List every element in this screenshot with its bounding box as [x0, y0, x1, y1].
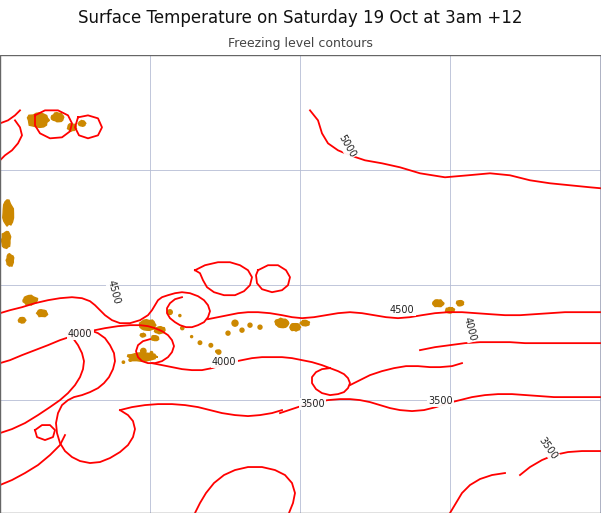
Polygon shape — [28, 113, 49, 127]
Text: 4000: 4000 — [212, 357, 237, 367]
Text: 4000: 4000 — [462, 316, 478, 342]
Polygon shape — [1, 231, 11, 248]
Polygon shape — [78, 121, 86, 126]
Circle shape — [168, 310, 172, 314]
Polygon shape — [3, 200, 13, 226]
Polygon shape — [127, 353, 157, 361]
Polygon shape — [23, 295, 37, 305]
Polygon shape — [6, 254, 14, 266]
Polygon shape — [290, 324, 300, 331]
Polygon shape — [139, 320, 156, 330]
Polygon shape — [445, 307, 454, 313]
Text: Freezing level contours: Freezing level contours — [228, 37, 373, 50]
Text: 3500: 3500 — [537, 435, 560, 461]
Circle shape — [181, 326, 184, 330]
Polygon shape — [154, 327, 165, 334]
Polygon shape — [275, 318, 289, 328]
Circle shape — [216, 350, 218, 352]
Circle shape — [216, 350, 221, 354]
Circle shape — [150, 351, 153, 354]
Circle shape — [240, 328, 244, 332]
Circle shape — [122, 361, 124, 363]
Polygon shape — [300, 321, 310, 326]
Circle shape — [248, 323, 252, 327]
Circle shape — [226, 331, 230, 335]
Text: 4500: 4500 — [106, 279, 122, 305]
Polygon shape — [37, 310, 47, 317]
Circle shape — [232, 320, 238, 326]
Text: 3500: 3500 — [428, 396, 453, 406]
Polygon shape — [19, 318, 26, 323]
Circle shape — [141, 348, 146, 353]
Polygon shape — [67, 124, 76, 131]
Polygon shape — [140, 333, 145, 337]
Text: 4500: 4500 — [390, 305, 415, 315]
Circle shape — [198, 341, 202, 344]
Polygon shape — [51, 112, 64, 122]
Circle shape — [209, 344, 213, 347]
Circle shape — [191, 336, 193, 338]
Circle shape — [178, 314, 181, 317]
Text: 4000: 4000 — [68, 329, 93, 339]
Text: Surface Temperature on Saturday 19 Oct at 3am +12: Surface Temperature on Saturday 19 Oct a… — [78, 9, 523, 27]
Polygon shape — [151, 336, 159, 341]
Polygon shape — [456, 301, 463, 306]
Text: 3500: 3500 — [300, 399, 325, 409]
Circle shape — [258, 325, 262, 329]
Text: 5000: 5000 — [336, 133, 357, 160]
Circle shape — [129, 359, 132, 361]
Polygon shape — [433, 300, 444, 307]
